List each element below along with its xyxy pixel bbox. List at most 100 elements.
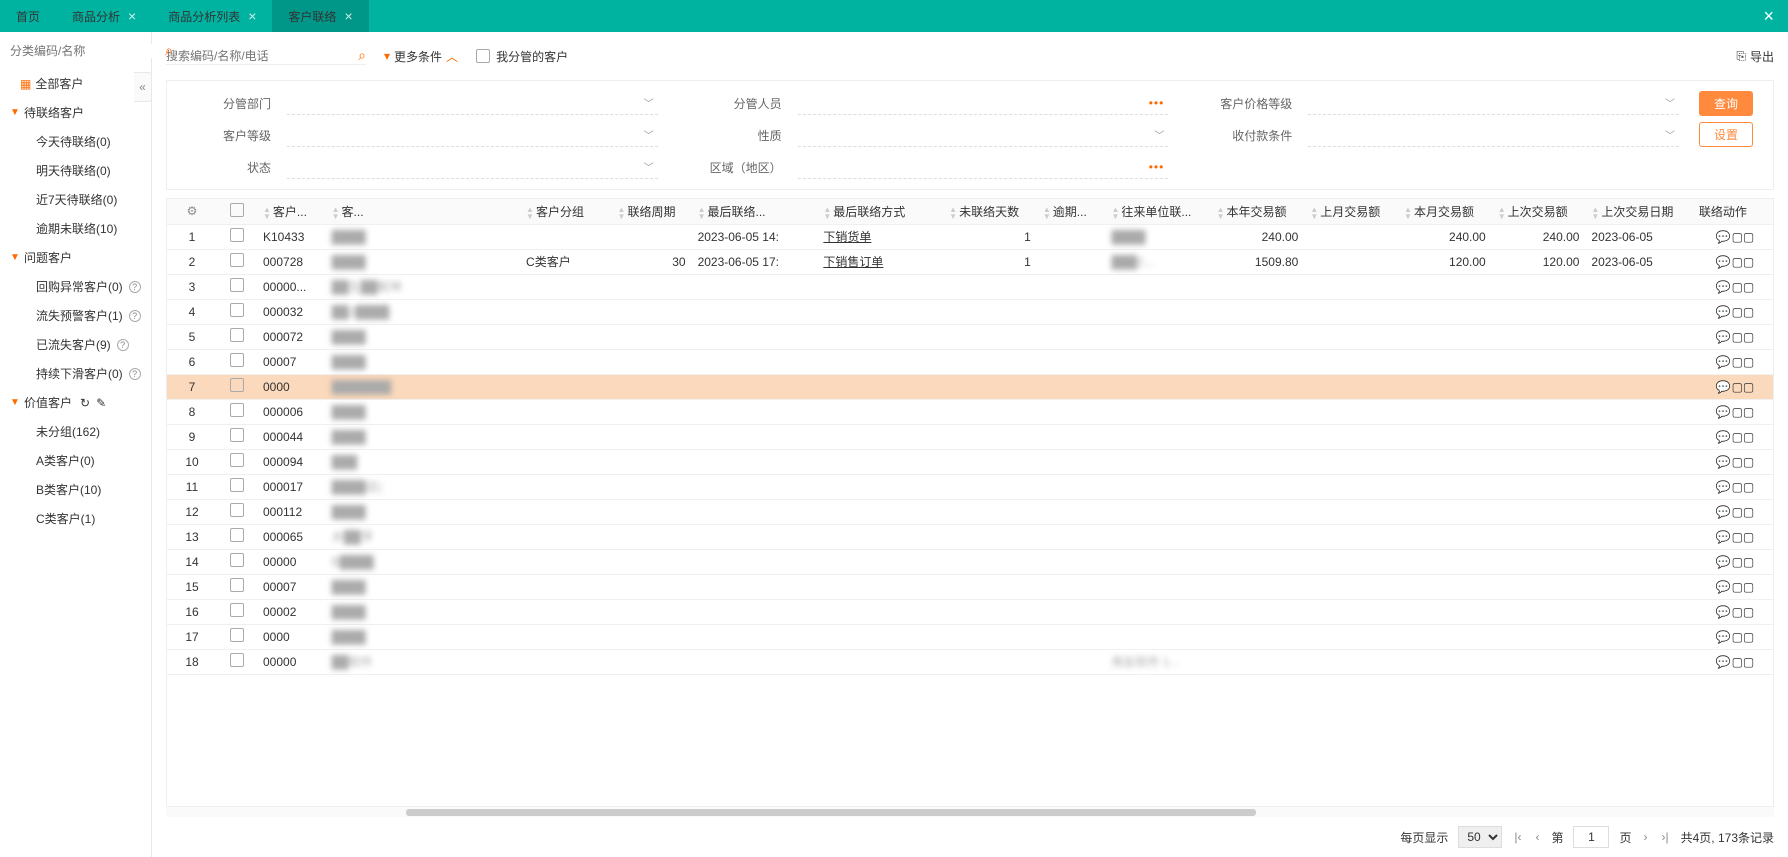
sort-icon[interactable]: ▲▼ [263,206,271,220]
chevron-down-icon[interactable]: ﹀ [644,159,654,174]
row-checkbox[interactable] [230,228,244,242]
help-icon[interactable]: ? [129,310,141,322]
row-checkbox[interactable] [230,503,244,517]
contact-method-link[interactable]: 下销货单 [823,230,871,244]
sort-icon[interactable]: ▲▼ [332,206,340,220]
qr-icon[interactable]: ▢▢ [1736,230,1750,244]
column-header[interactable]: ▲▼未联络天数 [943,199,1037,224]
chat-icon[interactable]: 💬 [1716,305,1730,319]
tree-item[interactable]: 明天待联络(0) [0,156,151,185]
qr-icon[interactable]: ▢▢ [1736,505,1750,519]
table-row[interactable]: 13000065乡██萍💬▢▢ [167,524,1773,549]
tree-item[interactable]: 逾期未联络(10) [0,214,151,243]
tab-3[interactable]: 客户联络× [272,0,368,32]
filter-field[interactable]: 性质﹀ [698,123,1169,147]
tab-0[interactable]: 首页 [0,0,56,32]
checkbox-icon[interactable] [476,49,490,63]
more-conditions-toggle[interactable]: ▾ 更多条件 ︿ [384,48,458,65]
query-button[interactable]: 查询 [1699,91,1753,116]
export-button[interactable]: ⎘ 导出 [1736,48,1774,65]
chat-icon[interactable]: 💬 [1716,630,1730,644]
row-checkbox[interactable] [230,528,244,542]
tree-item[interactable]: 已流失客户(9)? [0,330,151,359]
column-header[interactable]: ▲▼上次交易额 [1492,199,1586,224]
edit-icon[interactable]: ✎ [96,396,106,410]
contact-method-link[interactable]: 下销售订单 [823,255,883,269]
tab-2[interactable]: 商品分析列表× [152,0,272,32]
row-checkbox[interactable] [230,478,244,492]
chat-icon[interactable]: 💬 [1716,555,1730,569]
my-customers-checkbox[interactable]: 我分管的客户 [476,48,568,65]
table-row[interactable]: 170000████💬▢▢ [167,624,1773,649]
tree-item[interactable]: 今天待联络(0) [0,127,151,156]
table-row[interactable]: 300000...██生██乾坤💬▢▢ [167,274,1773,299]
tree-item[interactable]: 流失预警客户(1)? [0,301,151,330]
filter-field[interactable]: 客户等级﹀ [187,123,658,147]
next-page-button[interactable]: › [1642,830,1650,844]
qr-icon[interactable]: ▢▢ [1736,255,1750,269]
close-all-icon[interactable]: × [1749,0,1788,32]
qr-icon[interactable]: ▢▢ [1736,405,1750,419]
column-header[interactable]: ▲▼最后联络... [692,199,818,224]
table-row[interactable]: 70000███████💬▢▢ [167,374,1773,399]
table-row[interactable]: 12000112████💬▢▢ [167,499,1773,524]
more-icon[interactable]: ••• [1149,96,1165,110]
row-checkbox[interactable] [230,428,244,442]
table-row[interactable]: 1400000B████💬▢▢ [167,549,1773,574]
chat-icon[interactable]: 💬 [1716,455,1730,469]
column-header[interactable]: ▲▼客户分组 [520,199,611,224]
sort-icon[interactable]: ▲▼ [1217,206,1225,220]
page-input[interactable] [1573,826,1609,848]
sidebar-search-input[interactable] [10,44,165,58]
filter-input[interactable]: ﹀ [1308,123,1679,147]
tree-group[interactable]: ▼待联络客户 [0,98,151,127]
filter-field[interactable]: 客户价格等级﹀ [1208,91,1679,115]
table-row[interactable]: 9000044████💬▢▢ [167,424,1773,449]
row-checkbox[interactable] [230,603,244,617]
chevron-down-icon[interactable]: ﹀ [644,127,654,142]
chat-icon[interactable]: 💬 [1716,505,1730,519]
row-checkbox[interactable] [230,303,244,317]
tree-item[interactable]: 回购异常客户(0)? [0,272,151,301]
qr-icon[interactable]: ▢▢ [1736,605,1750,619]
chat-icon[interactable]: 💬 [1716,605,1730,619]
sort-icon[interactable]: ▲▼ [1404,206,1412,220]
tree-group[interactable]: ▼价值客户↻✎ [0,388,151,417]
qr-icon[interactable]: ▢▢ [1736,655,1750,669]
qr-icon[interactable]: ▢▢ [1736,430,1750,444]
row-checkbox[interactable] [230,653,244,667]
chat-icon[interactable]: 💬 [1716,280,1730,294]
refresh-icon[interactable]: ↻ [80,396,90,410]
prev-page-button[interactable]: ‹ [1533,830,1541,844]
filter-input[interactable]: ••• [798,91,1169,115]
row-checkbox[interactable] [230,453,244,467]
chat-icon[interactable]: 💬 [1716,580,1730,594]
tree-root[interactable]: ▦ 全部客户 [0,69,151,98]
qr-icon[interactable]: ▢▢ [1736,530,1750,544]
qr-icon[interactable]: ▢▢ [1736,280,1750,294]
filter-input[interactable]: ﹀ [1308,91,1679,115]
more-icon[interactable]: ••• [1149,160,1165,174]
column-header[interactable]: ▲▼本月交易额 [1398,199,1492,224]
table-row[interactable]: 1500007████💬▢▢ [167,574,1773,599]
chevron-down-icon[interactable]: ﹀ [1665,127,1675,142]
chat-icon[interactable]: 💬 [1716,355,1730,369]
horizontal-scrollbar[interactable] [166,807,1774,817]
column-header[interactable]: ▲▼客户... [257,199,326,224]
settings-button[interactable]: 设置 [1699,122,1753,147]
row-checkbox[interactable] [230,353,244,367]
chat-icon[interactable]: 💬 [1716,480,1730,494]
help-icon[interactable]: ? [129,368,141,380]
filter-input[interactable]: ﹀ [287,155,658,179]
sort-icon[interactable]: ▲▼ [823,206,831,220]
table-row[interactable]: 4000032██2████💬▢▢ [167,299,1773,324]
filter-input[interactable]: ••• [798,155,1169,179]
chevron-down-icon[interactable]: ﹀ [1154,127,1164,142]
table-row[interactable]: 1800000██软件用友软件 1...💬▢▢ [167,649,1773,674]
row-checkbox[interactable] [230,378,244,392]
search-icon[interactable]: ⌕ [165,42,173,59]
tree-item[interactable]: B类客户(10) [0,475,151,504]
qr-icon[interactable]: ▢▢ [1736,555,1750,569]
qr-icon[interactable]: ▢▢ [1736,380,1750,394]
sort-icon[interactable]: ▲▼ [698,206,706,220]
